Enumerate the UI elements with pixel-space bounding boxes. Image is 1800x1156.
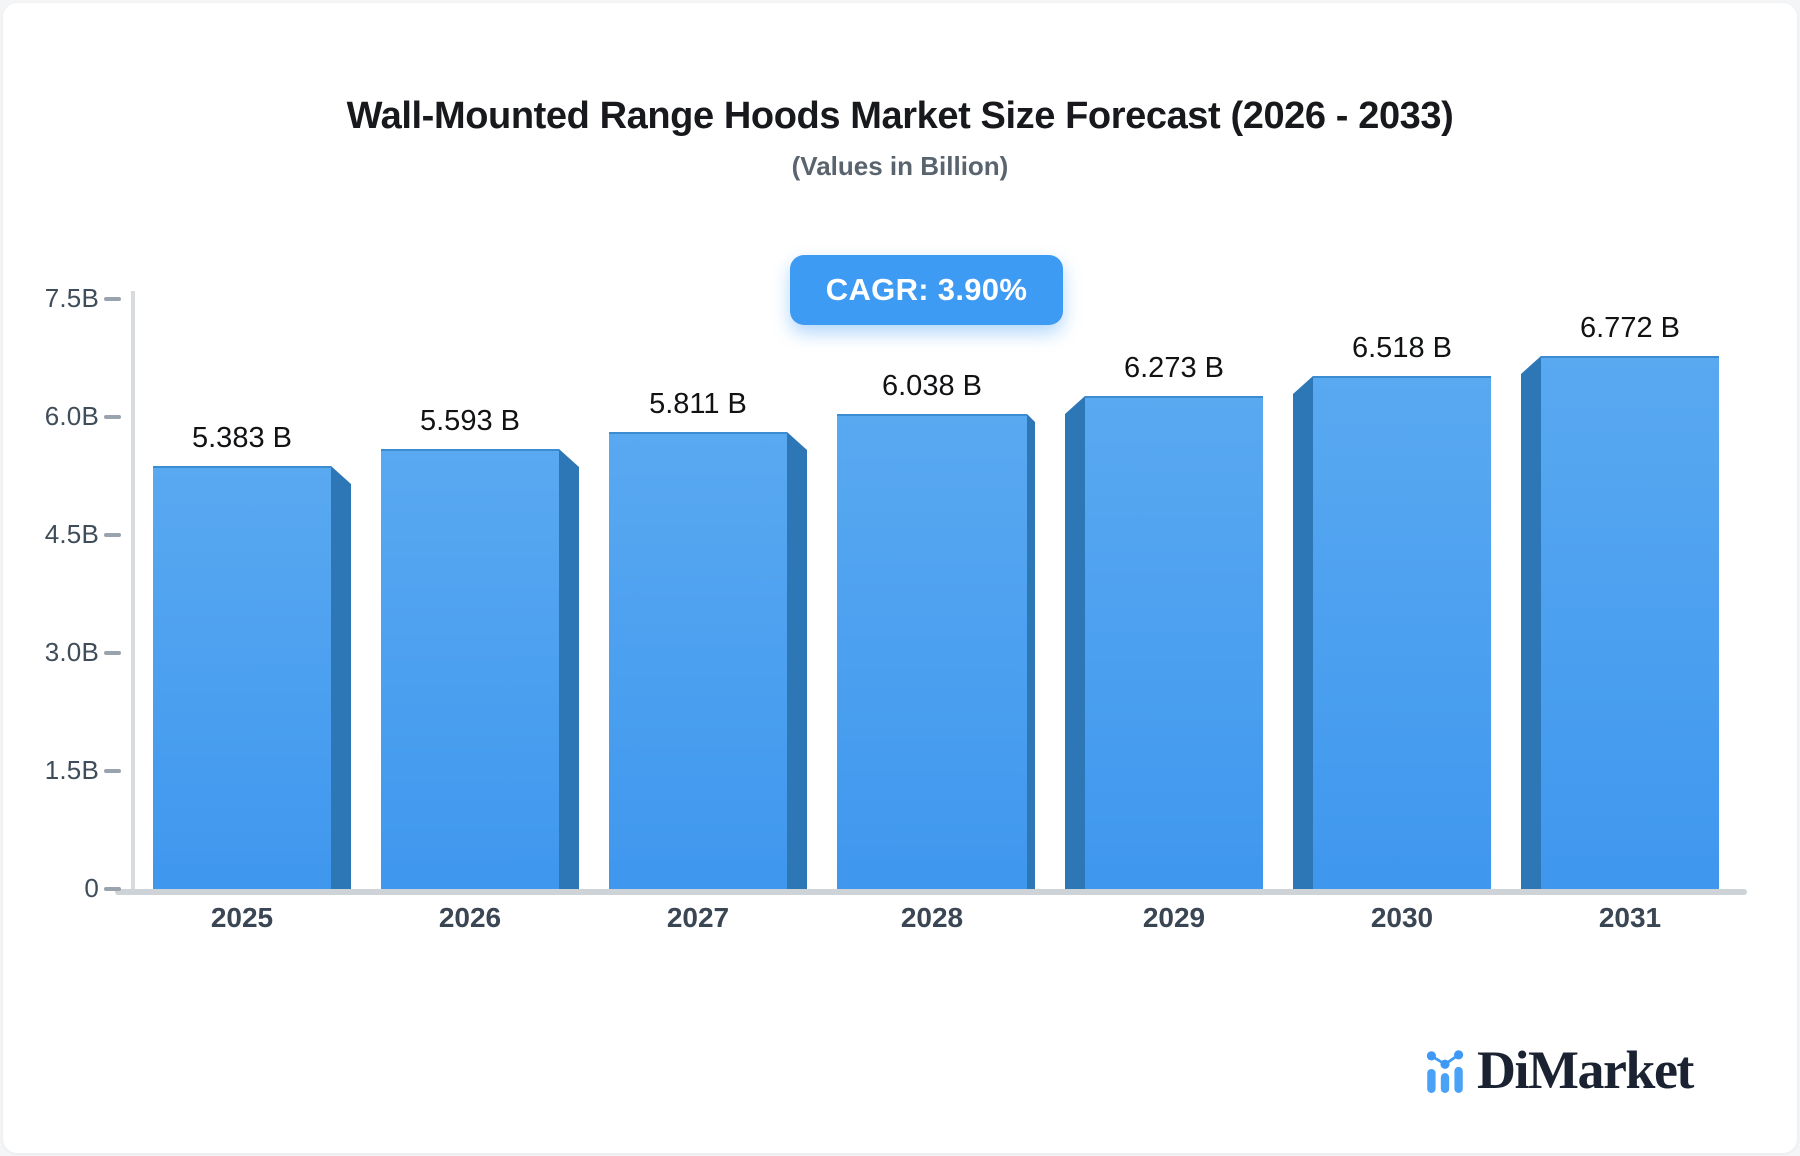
bar-side-3d <box>1065 396 1085 889</box>
chart-title: Wall-Mounted Range Hoods Market Size For… <box>346 95 1454 137</box>
y-tick-mark <box>104 415 121 419</box>
bar-face <box>1085 396 1263 889</box>
x-axis-label-2029: 2029 <box>1142 902 1206 933</box>
bar-side-3d <box>559 449 579 889</box>
bar-value-label: 6.772 B <box>1580 312 1680 344</box>
x-axis-label-2025: 2025 <box>210 902 274 933</box>
x-axis-label-2028: 2028 <box>900 902 964 933</box>
bar-side-3d <box>1521 356 1541 889</box>
x-axis-label-2030: 2030 <box>1370 902 1434 933</box>
bar-2030: 6.518 B <box>1293 332 1491 889</box>
x-axis-line <box>115 889 1747 895</box>
bar-face <box>837 414 1027 889</box>
brand-logo: DiMarket <box>1424 1040 1694 1101</box>
bar-side-3d <box>331 466 351 889</box>
bar-face <box>609 432 787 889</box>
cagr-badge: CAGR: 3.90% <box>790 255 1063 325</box>
x-axis-label-2026: 2026 <box>438 902 502 933</box>
bar-side-3d <box>787 432 807 889</box>
chart-card: Wall-Mounted Range Hoods Market Size For… <box>3 3 1797 1153</box>
y-axis-line <box>131 291 135 889</box>
bar-value-label: 6.518 B <box>1352 332 1452 364</box>
bar-value-label: 5.811 B <box>649 388 747 420</box>
bar-value-label: 5.593 B <box>420 405 520 437</box>
y-tick-label: 1.5B <box>44 755 99 785</box>
x-axis-label-2027: 2027 <box>666 902 730 933</box>
y-tick-mark <box>104 533 121 537</box>
y-tick-mark <box>104 297 121 301</box>
chart-subtitle: (Values in Billion) <box>791 151 1009 181</box>
y-tick-mark <box>104 887 121 891</box>
y-tick-label: 0 <box>84 873 99 903</box>
bar-2031: 6.772 B <box>1521 312 1719 889</box>
bar-2025: 5.383 B <box>153 422 351 889</box>
plot-area: 7.5B 6.0B 4.5B 3.0B 1.5B 0 5.383 B 5.593 B 5.81… <box>3 3 1797 1153</box>
y-tick-mark <box>104 651 121 655</box>
bar-value-label: 5.383 B <box>192 422 292 454</box>
bar-2028: 6.038 B <box>837 370 1035 889</box>
bar-2029: 6.273 B <box>1065 352 1263 889</box>
y-tick-label: 7.5B <box>44 283 99 313</box>
y-tick-label: 3.0B <box>44 637 99 667</box>
bar-value-label: 6.038 B <box>882 370 982 402</box>
y-tick-label: 6.0B <box>44 401 99 431</box>
bar-face <box>1541 356 1719 889</box>
bar-value-label: 6.273 B <box>1124 352 1224 384</box>
bar-face <box>1313 376 1491 889</box>
bar-face <box>381 449 559 889</box>
brand-name: DiMarket <box>1477 1040 1694 1101</box>
y-tick-label: 4.5B <box>44 519 99 549</box>
x-axis-label-2031: 2031 <box>1598 902 1662 933</box>
mini-bar-chart-icon <box>1426 1050 1464 1093</box>
bar-2026: 5.593 B <box>381 405 579 889</box>
y-tick-mark <box>104 769 121 773</box>
bar-side-3d <box>1293 376 1313 889</box>
bar-side-3d <box>1027 414 1035 889</box>
bar-2027: 5.811 B <box>609 388 807 889</box>
bar-face <box>153 466 331 889</box>
